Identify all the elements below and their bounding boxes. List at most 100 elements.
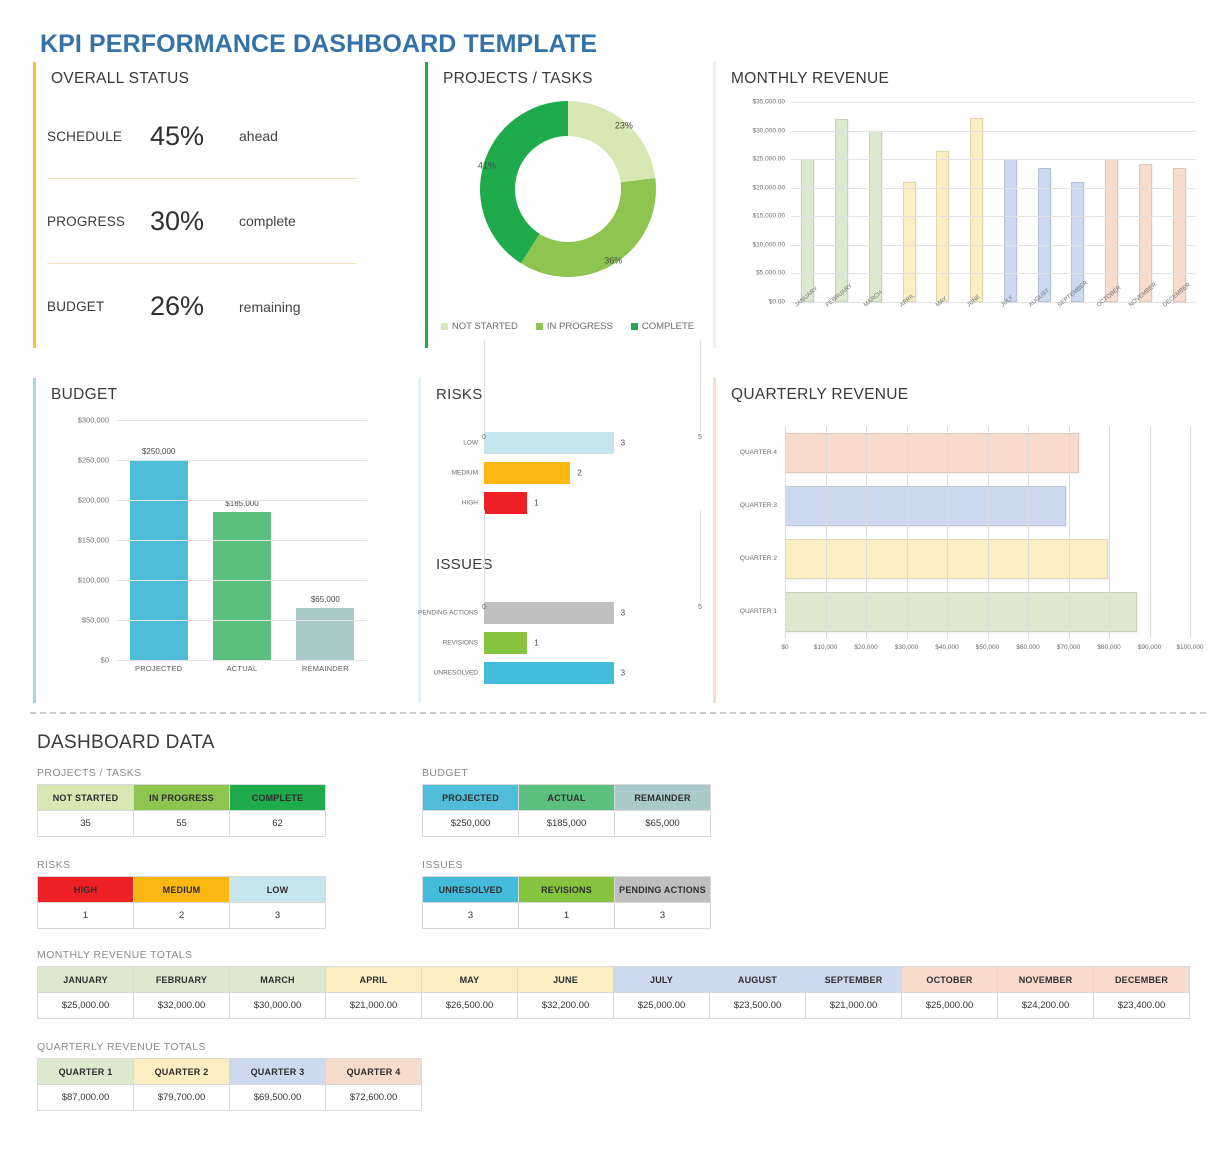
bar-slot bbox=[960, 102, 994, 302]
table-cell: $32,200.00 bbox=[517, 992, 614, 1019]
overall-status-row: PROGRESS 30% complete bbox=[47, 179, 357, 264]
bar-medium bbox=[484, 462, 571, 484]
y-axis-tick-label: $15,000.00 bbox=[752, 212, 785, 220]
table-header-cell: JUNE bbox=[517, 966, 614, 993]
table-cell: $69,500.00 bbox=[229, 1084, 326, 1111]
table-header-cell: OCTOBER bbox=[901, 966, 998, 993]
table-header-cell: MAY bbox=[421, 966, 518, 993]
overall-status-value: 30% bbox=[149, 205, 205, 236]
x-axis-tick-label: $0 bbox=[781, 644, 789, 651]
table-cell: 62 bbox=[229, 810, 326, 837]
risks-block: RISKS LOW 3 MEDIUM 2 HIGH 1 0 5 bbox=[418, 340, 710, 514]
bar-slot: $185,000 bbox=[200, 420, 283, 660]
overall-status-label: PROGRESS bbox=[47, 213, 126, 229]
table-header-row: UNRESOLVED REVISIONS PENDING ACTIONS bbox=[422, 876, 711, 903]
page-title: KPI PERFORMANCE DASHBOARD TEMPLATE bbox=[40, 30, 598, 58]
table-row: $250,000 $185,000 $65,000 bbox=[422, 810, 711, 837]
bar-january bbox=[801, 159, 815, 302]
data-table: NOT STARTED IN PROGRESS COMPLETE 35 55 62 bbox=[37, 784, 326, 837]
panel-risks-issues: RISKS LOW 3 MEDIUM 2 HIGH 1 0 5 ISSUES PENDING … bbox=[418, 340, 710, 703]
bar-category-label: REVISIONS bbox=[442, 639, 478, 647]
panel-title-issues: ISSUES bbox=[436, 556, 493, 573]
gridline bbox=[987, 426, 989, 638]
budget-plot: $250,000 $185,000 $65,000 $0 $50,000 $100,00… bbox=[78, 416, 367, 665]
donut-legend-item: COMPLETE bbox=[630, 321, 694, 332]
bar-category-label: QUARTER 3 bbox=[739, 502, 777, 509]
table-header-cell: ACTUAL bbox=[518, 784, 615, 811]
bar-row: QUARTER 3 bbox=[740, 485, 1190, 526]
monthly-revenue-plot: $0.00 $5,000.00 $10,000.00 $15,000.00 $20,00… bbox=[752, 99, 1196, 306]
bar-category-label: LOW bbox=[463, 439, 478, 447]
table-cell: 3 bbox=[229, 902, 326, 929]
table-cell: $23,400.00 bbox=[1093, 992, 1190, 1019]
bar-revisions bbox=[484, 632, 528, 654]
table-cell: $21,000.00 bbox=[325, 992, 422, 1019]
gridline bbox=[791, 216, 1196, 218]
panel-accent-bar bbox=[418, 378, 421, 703]
y-axis-tick-label: $25,000.00 bbox=[752, 155, 785, 163]
bar-quarter-3 bbox=[785, 485, 1067, 526]
table-header-cell: IN PROGRESS bbox=[133, 784, 230, 811]
overall-status-label: BUDGET bbox=[47, 299, 105, 314]
bar-row: QUARTER 4 bbox=[740, 432, 1190, 473]
bar-low bbox=[484, 432, 614, 454]
bar-october bbox=[1105, 159, 1119, 302]
bar-value-label: 2 bbox=[577, 468, 582, 478]
table-header-row: HIGH MEDIUM LOW bbox=[37, 876, 326, 903]
monthly-revenue-x-labels: JANUARY FEBRUARY MARCH APRIL MAY JUNE JULY AUGU… bbox=[791, 280, 1196, 344]
table-header-cell: JULY bbox=[613, 966, 710, 993]
bar-slot bbox=[825, 102, 859, 302]
bar-slot: $250,000 bbox=[117, 420, 200, 660]
gridline bbox=[791, 102, 1196, 103]
gridline bbox=[117, 660, 367, 661]
data-table-block: QUARTERLY REVENUE TOTALS QUARTER 1 QUARTER… bbox=[37, 1041, 422, 1111]
donut-legend-label: IN PROGRESS bbox=[546, 321, 613, 332]
gridline bbox=[906, 426, 908, 638]
table-header-cell: MARCH bbox=[229, 966, 326, 993]
data-table-block: MONTHLY REVENUE TOTALS JANUARY FEBRUARY MAR… bbox=[37, 949, 1190, 1019]
donut-legend: NOT STARTED IN PROGRESS COMPLETE bbox=[425, 321, 710, 332]
quarterly-revenue-x-axis: $0 $10,000 $20,000 $30,000 $40,000 $50,000 $60… bbox=[781, 644, 1203, 658]
bar-april bbox=[902, 182, 916, 302]
bar-slot bbox=[791, 102, 825, 302]
x-axis-tick-label: 5 bbox=[698, 604, 702, 611]
bar-row: UNRESOLVED 3 bbox=[434, 662, 776, 684]
bar-slot bbox=[1095, 102, 1129, 302]
table-cell: $26,500.00 bbox=[421, 992, 518, 1019]
donut-chart-projects-tasks: 23% 36% 41% bbox=[425, 84, 710, 299]
data-table-label: RISKS bbox=[37, 859, 71, 871]
bar-slot bbox=[1061, 102, 1095, 302]
bar-quarter-1 bbox=[785, 591, 1138, 632]
gridline bbox=[791, 244, 1196, 246]
bar-value-label: $185,000 bbox=[225, 499, 259, 508]
table-header-cell: FEBRUARY bbox=[133, 966, 230, 993]
table-header-cell: QUARTER 3 bbox=[229, 1058, 326, 1085]
y-axis-tick-label: $150,000 bbox=[77, 535, 109, 545]
bar-value-label: 3 bbox=[620, 438, 626, 448]
gridline bbox=[117, 500, 367, 501]
x-axis-tick-label: $60,000 bbox=[1016, 644, 1040, 651]
overall-status-suffix: ahead bbox=[239, 128, 278, 144]
table-header-cell: HIGH bbox=[37, 876, 134, 903]
y-axis-tick-label: $300,000 bbox=[77, 415, 109, 425]
bar-category-label: QUARTER 1 bbox=[739, 608, 777, 615]
x-axis-tick-label: $100,000 bbox=[1176, 644, 1204, 651]
gridline bbox=[1149, 426, 1151, 638]
bar-value-label: 3 bbox=[620, 668, 626, 678]
dashboard-data-heading: DASHBOARD DATA bbox=[37, 732, 215, 753]
data-table-block: RISKS HIGH MEDIUM LOW 1 2 3 bbox=[37, 859, 326, 929]
donut-legend-item: NOT STARTED bbox=[440, 321, 518, 332]
bar-slot bbox=[994, 102, 1028, 302]
legend-swatch-icon bbox=[535, 323, 543, 330]
table-header-cell: AUGUST bbox=[709, 966, 806, 993]
y-axis-tick-label: $35,000.00 bbox=[752, 98, 785, 106]
gridline bbox=[825, 426, 827, 638]
budget-x-labels: PROJECTED ACTUAL REMAINDER bbox=[117, 664, 367, 673]
overall-status-row: SCHEDULE 45% ahead bbox=[47, 94, 357, 179]
x-axis-tick-label: $30,000 bbox=[894, 644, 919, 651]
bar-august bbox=[1037, 167, 1051, 302]
